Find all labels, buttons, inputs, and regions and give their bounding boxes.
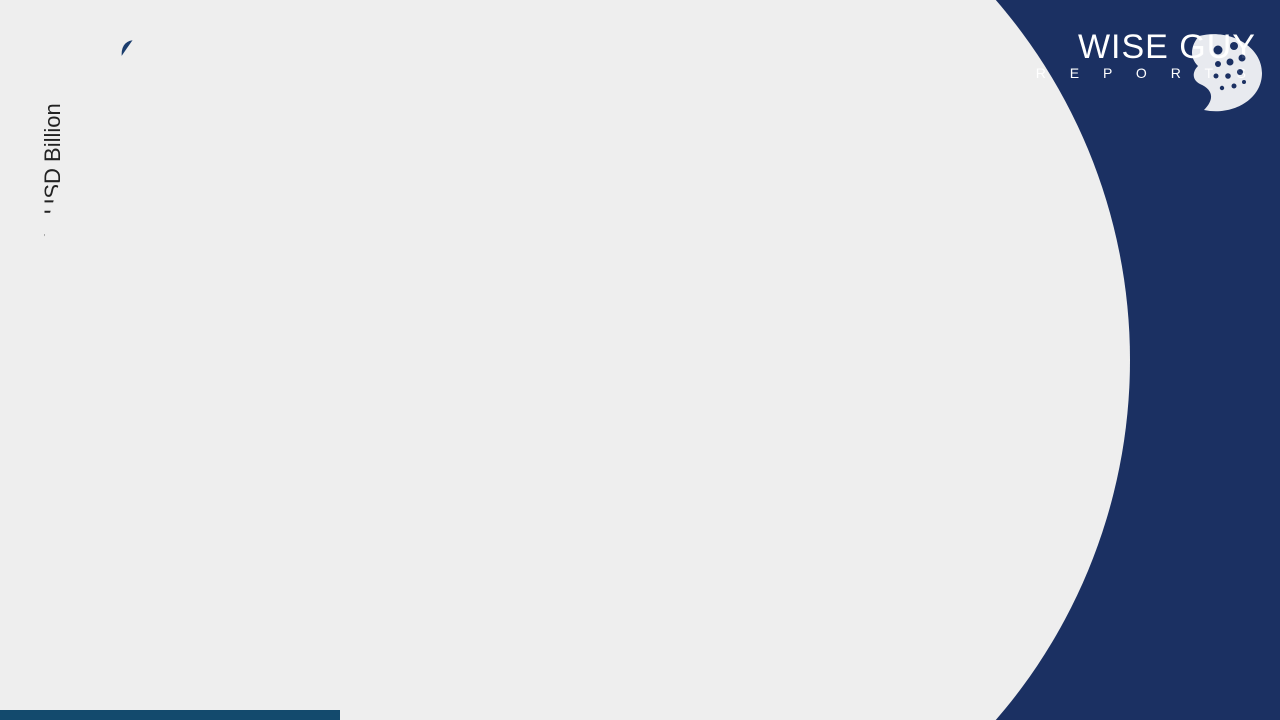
bottom-accent-bar <box>0 710 340 720</box>
brand-logo: WISE GUY R E P O R T S <box>1036 28 1256 81</box>
brand-head-icon <box>1184 28 1264 118</box>
